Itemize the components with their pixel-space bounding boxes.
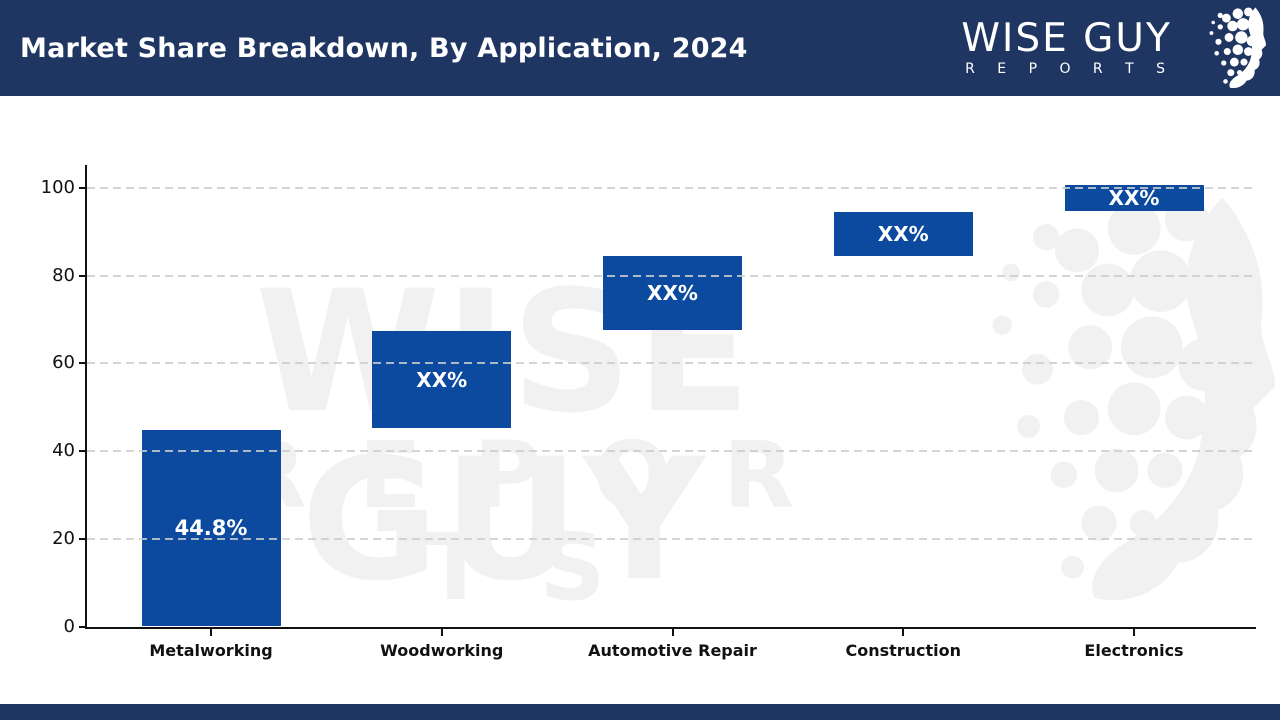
- x-tick: [440, 628, 443, 636]
- bar-value-label: XX%: [416, 367, 468, 392]
- x-category-label: Automotive Repair: [588, 640, 757, 660]
- chart-title: Market Share Breakdown, By Application, …: [20, 32, 748, 64]
- logo-sub-label: R E P O R T S: [965, 61, 1174, 78]
- logo-brand-label: WISE GUY: [961, 15, 1172, 61]
- wise-guy-reports-logo: WISE GUY R E P O R T S: [959, 4, 1266, 92]
- x-tick: [671, 628, 674, 636]
- gridline-80: [87, 274, 1256, 277]
- bar-value-label: XX%: [877, 222, 929, 247]
- x-axis-line: [85, 626, 1256, 629]
- y-tick: [79, 187, 87, 189]
- gridline-60: [87, 362, 1256, 365]
- y-tick: [79, 274, 87, 277]
- bar-value-label: 44.8%: [174, 516, 248, 541]
- header-bar: Market Share Breakdown, By Application, …: [0, 0, 1280, 96]
- y-tick-label: 20: [52, 527, 75, 549]
- logo-head-icon: [1209, 7, 1266, 89]
- y-tick-label: 40: [52, 440, 75, 462]
- x-category-label: Woodworking: [380, 640, 504, 660]
- y-tick-label: 60: [52, 352, 75, 374]
- bar-construction: [833, 212, 973, 256]
- x-category-label: Electronics: [1084, 640, 1184, 660]
- x-tick: [902, 628, 905, 636]
- bar-value-label: XX%: [1108, 186, 1160, 211]
- x-tick: [210, 628, 212, 636]
- gridline-20: [87, 537, 1256, 540]
- y-axis-line: [85, 165, 87, 629]
- bar-value-label: XX%: [647, 281, 698, 306]
- bar-automotive-repair: [603, 255, 742, 331]
- y-tick: [79, 625, 87, 628]
- x-category-label: Construction: [845, 640, 962, 660]
- y-tick: [79, 450, 87, 453]
- x-category-label: Metalworking: [149, 640, 273, 660]
- x-tick: [1133, 628, 1135, 636]
- bar-woodworking: [372, 331, 512, 429]
- y-tick-label: 80: [52, 264, 75, 286]
- gridline-100: [87, 187, 1256, 189]
- y-tick: [79, 537, 87, 540]
- footer-bar: [0, 704, 1280, 720]
- y-tick-label: 100: [40, 177, 75, 198]
- y-tick: [79, 362, 87, 365]
- bar-metalworking: [141, 430, 281, 627]
- logo-text: WISE GUY R E P O R T S: [959, 15, 1174, 78]
- y-tick-label: 0: [63, 615, 75, 637]
- gridline-40: [87, 450, 1256, 453]
